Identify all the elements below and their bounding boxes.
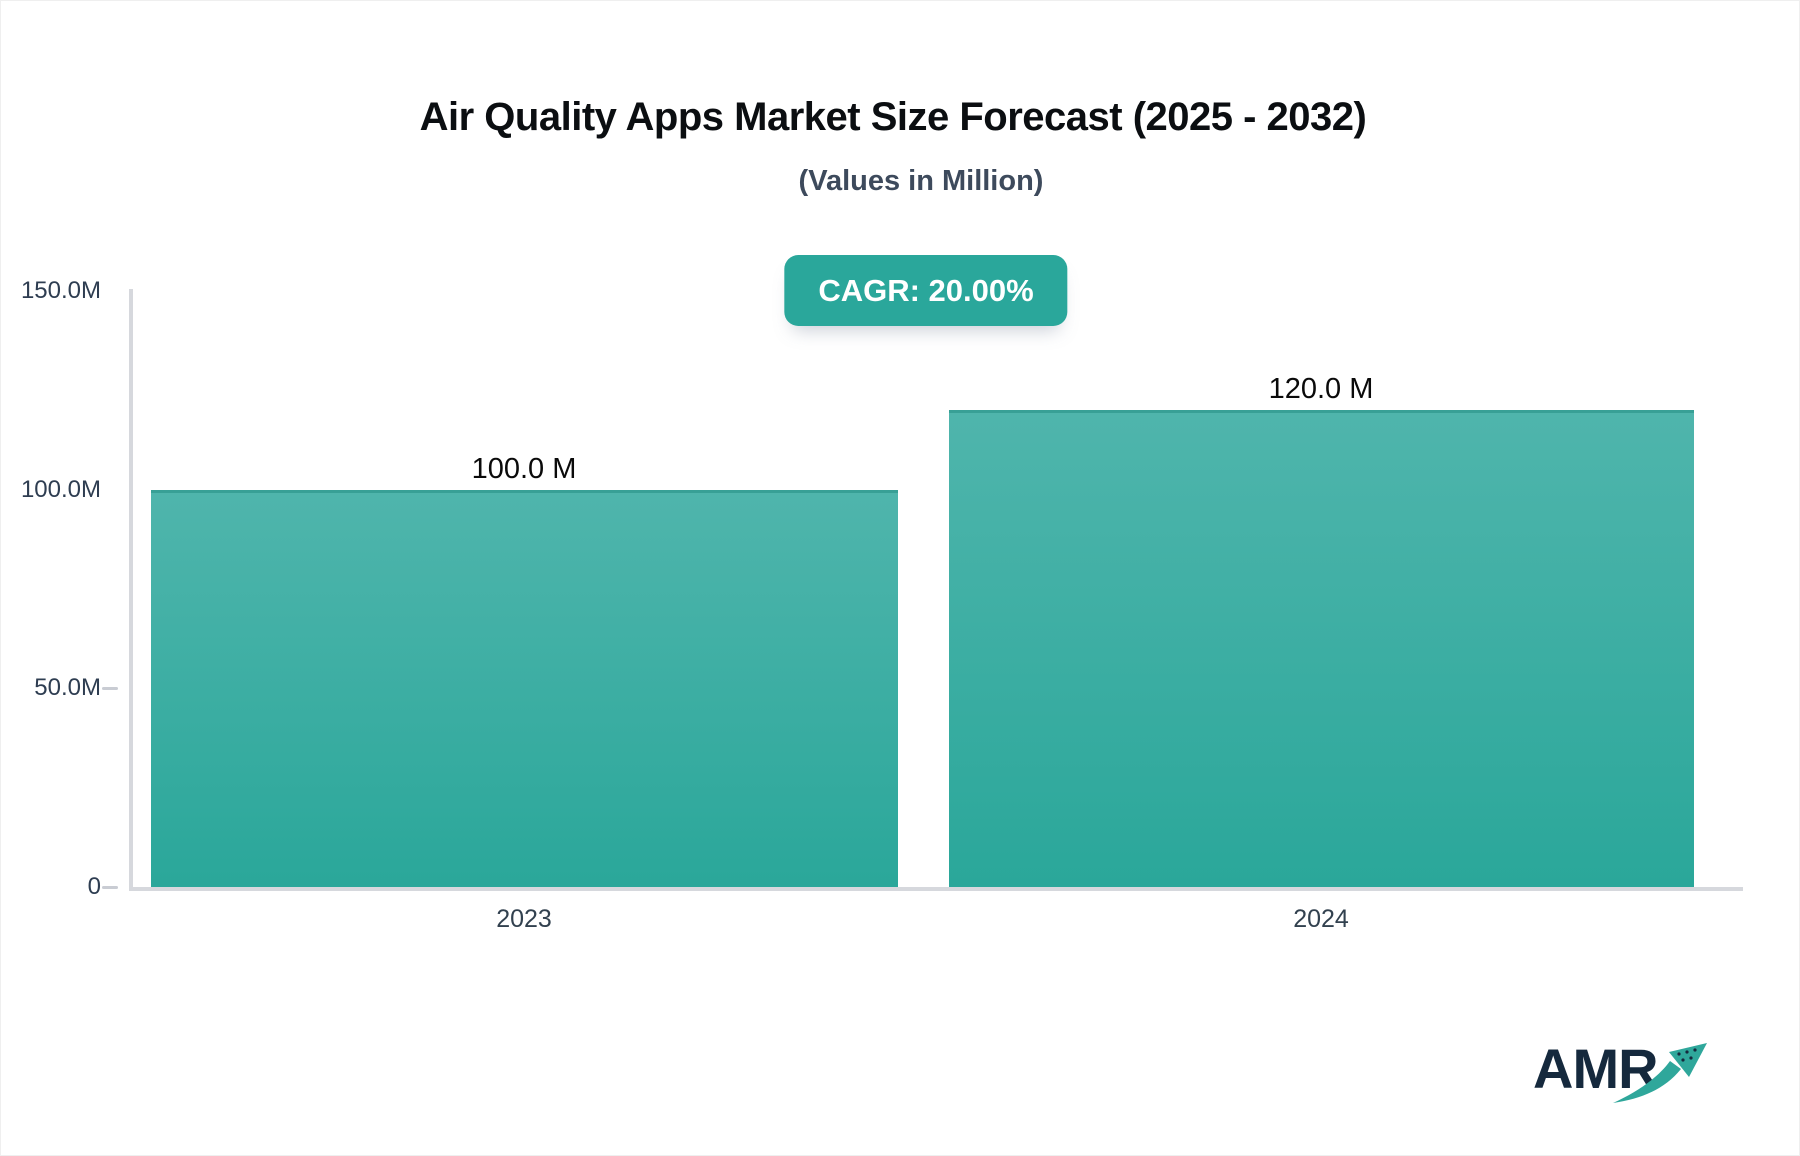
y-tick-mark-0 xyxy=(102,885,118,889)
brand-logo-text: AMR xyxy=(1533,1037,1659,1100)
y-tick-label-100: 100.0M xyxy=(20,475,101,503)
y-tick-label-0: 0 xyxy=(87,873,101,900)
bar-value-label-2024: 120.0 M xyxy=(1268,373,1374,406)
cagr-badge: CAGR: 20.00% xyxy=(784,255,1068,326)
x-axis-line xyxy=(129,887,1743,891)
bar-2023 xyxy=(151,489,898,887)
x-category-label-2024: 2024 xyxy=(1293,905,1349,933)
y-tick-mark-50 xyxy=(102,686,118,690)
y-tick-label-50: 50.0M xyxy=(34,674,101,702)
chart-title: Air Quality Apps Market Size Forecast (2… xyxy=(419,95,1367,139)
chart-subtitle: (Values in Million) xyxy=(798,165,1044,197)
y-axis-line xyxy=(129,289,133,889)
x-category-label-2023: 2023 xyxy=(496,905,552,933)
growth-arrow-icon xyxy=(1613,1043,1707,1103)
y-tick-label-150: 150.0M xyxy=(20,277,101,304)
bar-value-label-2023: 100.0 M xyxy=(471,452,577,485)
bar-2024 xyxy=(949,410,1694,887)
brand-logo: AMR xyxy=(1533,1031,1733,1109)
